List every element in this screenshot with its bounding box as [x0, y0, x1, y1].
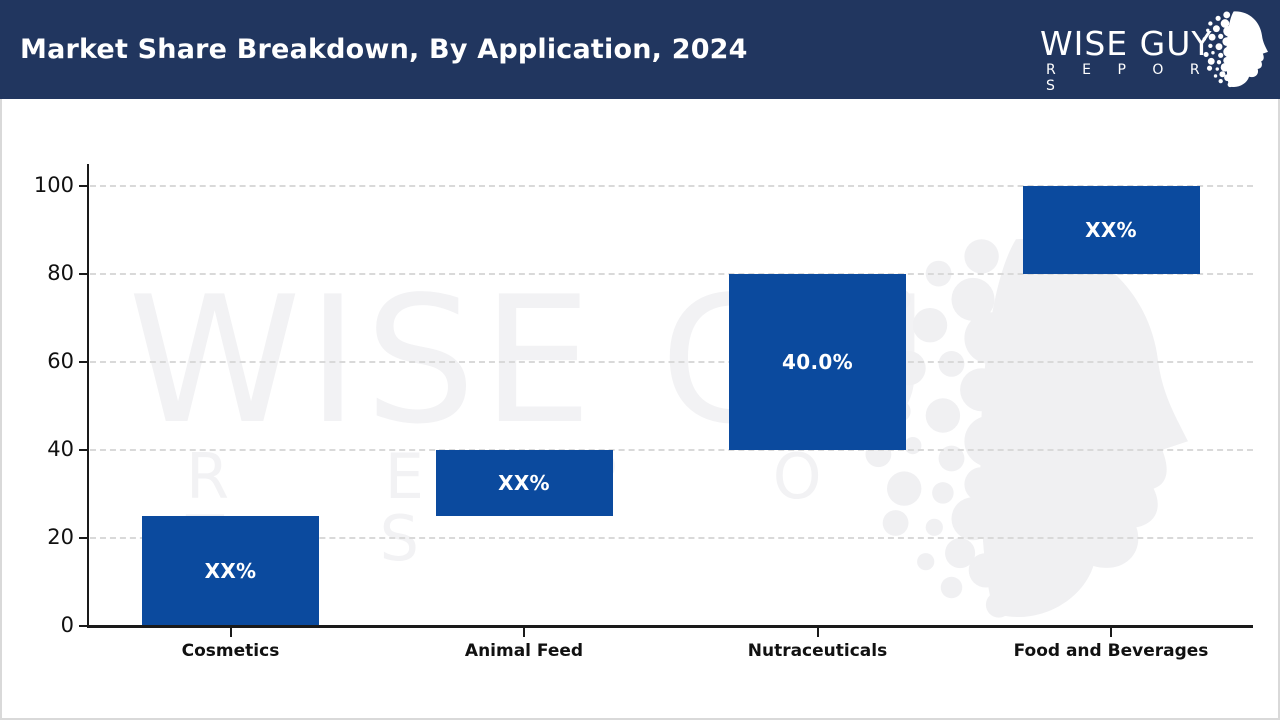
- y-tick-mark: [79, 361, 88, 363]
- y-tick-label: 0: [60, 613, 74, 637]
- bar: 40.0%: [729, 274, 906, 450]
- y-tick-label: 60: [47, 349, 74, 373]
- x-tick-mark: [523, 628, 525, 637]
- gridline: [90, 537, 1253, 539]
- category-label: Food and Beverages: [1013, 641, 1209, 661]
- y-tick-mark: [79, 273, 88, 275]
- gridline: [90, 185, 1253, 187]
- bar: XX%: [1022, 186, 1200, 274]
- x-tick-mark: [229, 628, 232, 637]
- chart-title: Market Share Breakdown, By Application, …: [20, 34, 748, 65]
- category-label: Animal Feed: [464, 641, 584, 661]
- dotted-head-profile-icon: [1202, 11, 1268, 88]
- bar-value-label: 40.0%: [782, 350, 853, 374]
- y-tick-label: 100: [33, 173, 74, 197]
- wise-guy-reports-logo: WISE GUY R E P O R T S: [1006, 6, 1268, 94]
- y-tick-label: 80: [47, 261, 74, 285]
- header-bar: Market Share Breakdown, By Application, …: [0, 0, 1280, 99]
- x-tick-mark: [1110, 628, 1112, 637]
- y-tick-mark: [79, 625, 88, 627]
- y-tick-mark: [79, 449, 88, 451]
- logo-wordmark: WISE GUY: [1040, 24, 1213, 63]
- x-tick-mark: [816, 628, 819, 637]
- category-label: Cosmetics: [181, 641, 280, 661]
- bar: XX%: [142, 516, 319, 626]
- bar-value-label: XX%: [1085, 218, 1137, 242]
- bar-value-label: XX%: [204, 559, 257, 583]
- gridline: [90, 273, 1253, 275]
- gridline: [90, 449, 1253, 451]
- logo-subtext: R E P O R T S: [1046, 62, 1246, 94]
- y-tick-label: 20: [47, 525, 74, 549]
- x-axis: [87, 625, 1253, 628]
- bar-value-label: XX%: [498, 471, 550, 495]
- y-tick-label: 40: [47, 437, 74, 461]
- bar: XX%: [435, 450, 613, 516]
- y-tick-mark: [79, 537, 88, 539]
- y-tick-mark: [79, 185, 88, 187]
- category-label: Nutraceuticals: [747, 641, 888, 661]
- gridline: [90, 361, 1253, 363]
- y-axis: [87, 164, 89, 628]
